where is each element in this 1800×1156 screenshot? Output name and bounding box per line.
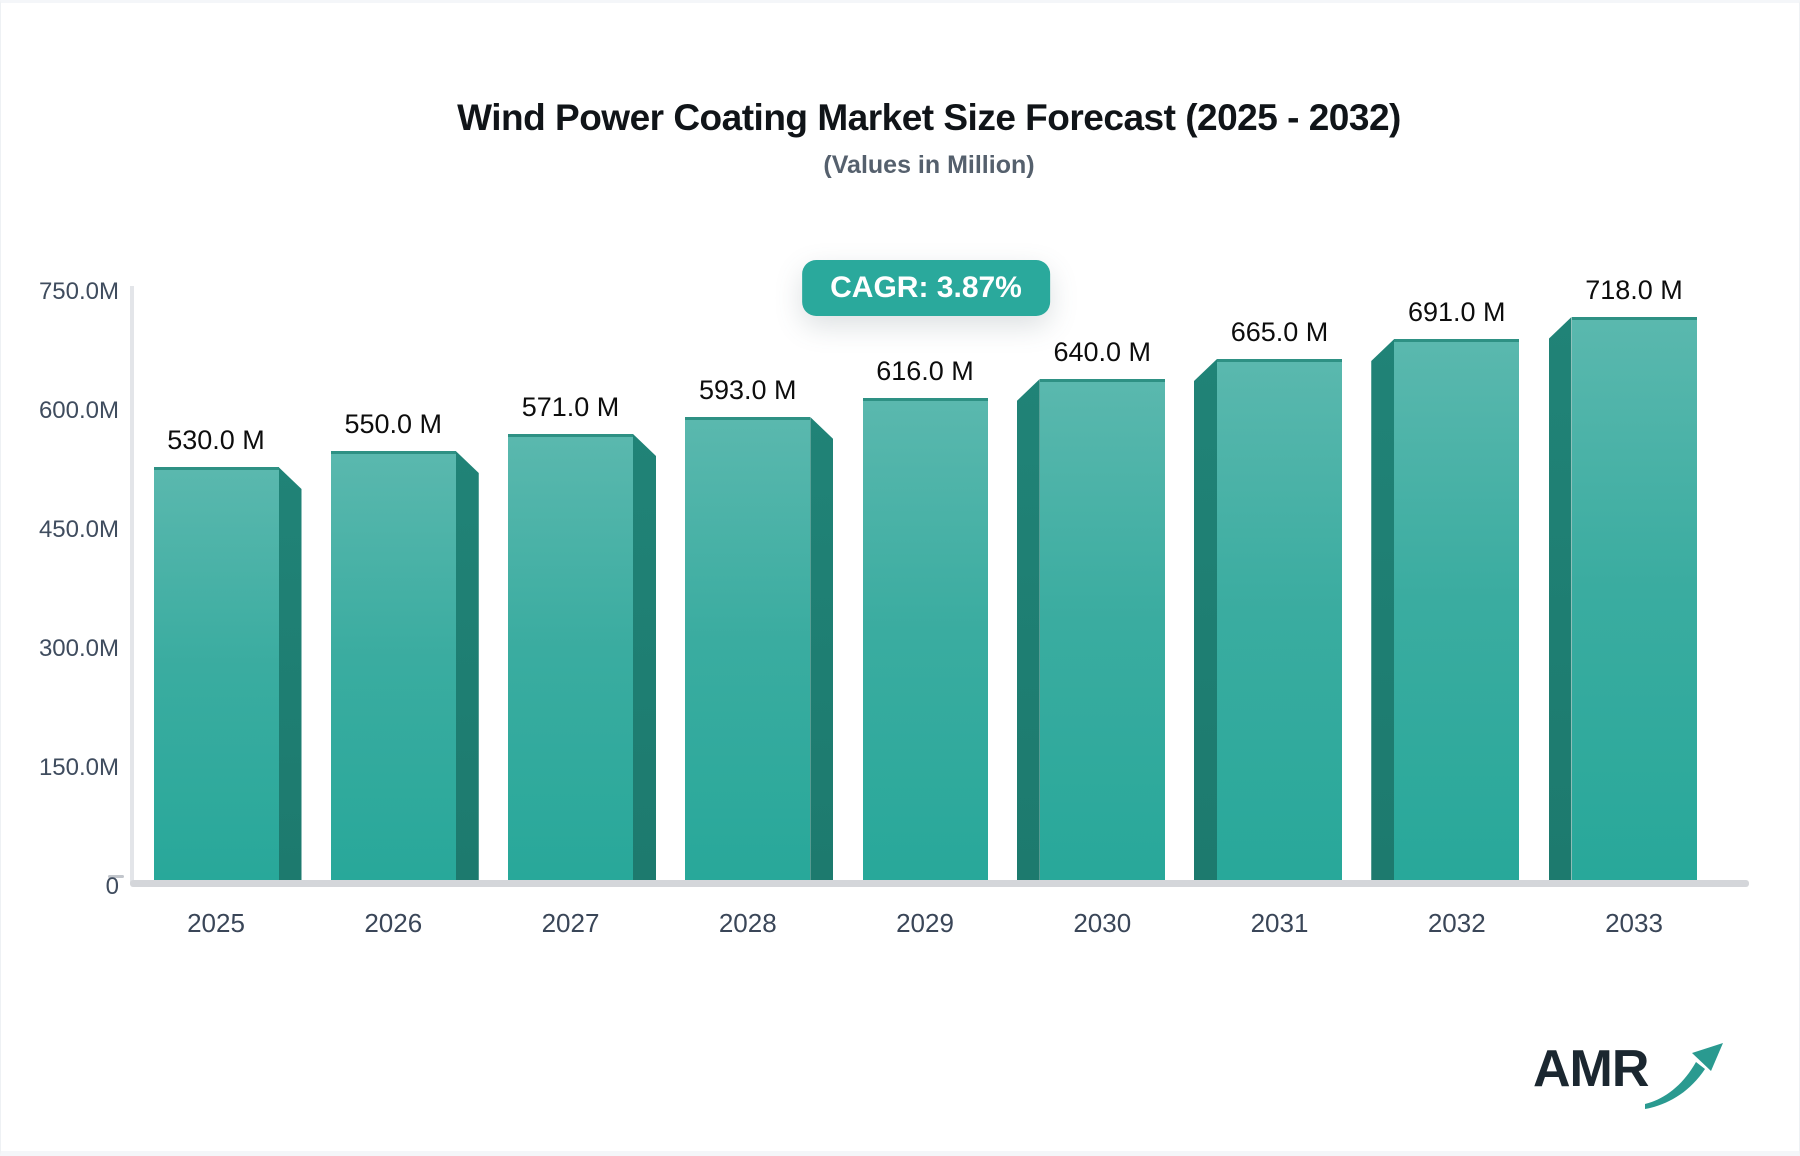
bar-2031 [1194,359,1342,880]
bar-value-label: 550.0 M [344,409,443,439]
bar-face [330,451,456,880]
bar-value-label: 616.0 M [876,356,974,386]
bar-value-label: 691.0 M [1407,297,1506,327]
bar-2030 [1016,379,1165,880]
bar-value-label: 718.0 M [1585,275,1683,305]
bar-2026 [330,451,479,880]
x-axis-label: 2030 [1073,908,1132,938]
bar-side-shade [633,434,656,880]
bar-value-label: 665.0 M [1230,317,1329,347]
bar-side-shade [1548,317,1572,880]
x-axis-label: 2033 [1605,908,1663,938]
x-axis-label: 2029 [896,908,954,938]
growth-arrow-icon [1645,1043,1723,1109]
bar-side-shade [455,451,479,880]
y-axis-label: 0 [105,873,119,900]
bar-face [508,434,633,880]
amr-logo-text: AMR [1533,1040,1649,1098]
bar-side-shade [1016,379,1040,880]
chart-subtitle: (Values in Million) [823,151,1035,179]
bar-face [862,398,988,880]
y-axis-label: 600.0M [38,397,119,424]
bar-value-label: 571.0 M [521,392,620,422]
x-axis-label: 2026 [364,908,423,938]
bar-face [1394,339,1520,880]
bar-2028 [685,417,834,880]
bar-face [1039,379,1165,880]
bar-2025 [153,467,302,880]
y-axis-label: 450.0M [38,516,119,543]
bar-value-label: 530.0 M [167,425,265,455]
bar-side-shade [810,417,834,880]
bar-side-shade [278,467,302,880]
bar-value-label: 640.0 M [1053,337,1152,367]
bar-face [1571,317,1697,880]
x-axis-baseline [130,880,1749,887]
chart-title: Wind Power Coating Market Size Forecast … [457,97,1401,138]
bar-2032 [1371,339,1520,880]
bar-2033 [1548,317,1697,880]
bar-face [153,467,279,880]
bar-value-label: 593.0 M [698,375,797,405]
x-axis-label: 2027 [541,908,600,938]
bar-face [1217,359,1342,880]
bar-chart: 750.0M 600.0M 450.0M 300.0M 150.0M 0 530.0 M 20… [1,3,1799,1151]
bar-side-shade [1194,359,1217,880]
y-axis-label: 150.0M [38,754,119,781]
bar-side-shade [1371,339,1395,880]
y-axis-label: 750.0M [38,278,119,305]
y-axis-label: 300.0M [38,635,119,662]
x-axis-label: 2031 [1250,908,1309,938]
cagr-badge: CAGR: 3.87% [802,260,1050,316]
x-axis-label: 2025 [187,908,245,938]
zero-tick-mark [108,875,124,878]
y-axis-line [130,286,134,883]
amr-logo: AMR [1533,1037,1723,1117]
bar-2029 [862,398,988,880]
x-axis-label: 2028 [718,908,777,938]
bar-2027 [508,434,656,880]
x-axis-label: 2032 [1427,908,1486,938]
bar-face [685,417,811,880]
